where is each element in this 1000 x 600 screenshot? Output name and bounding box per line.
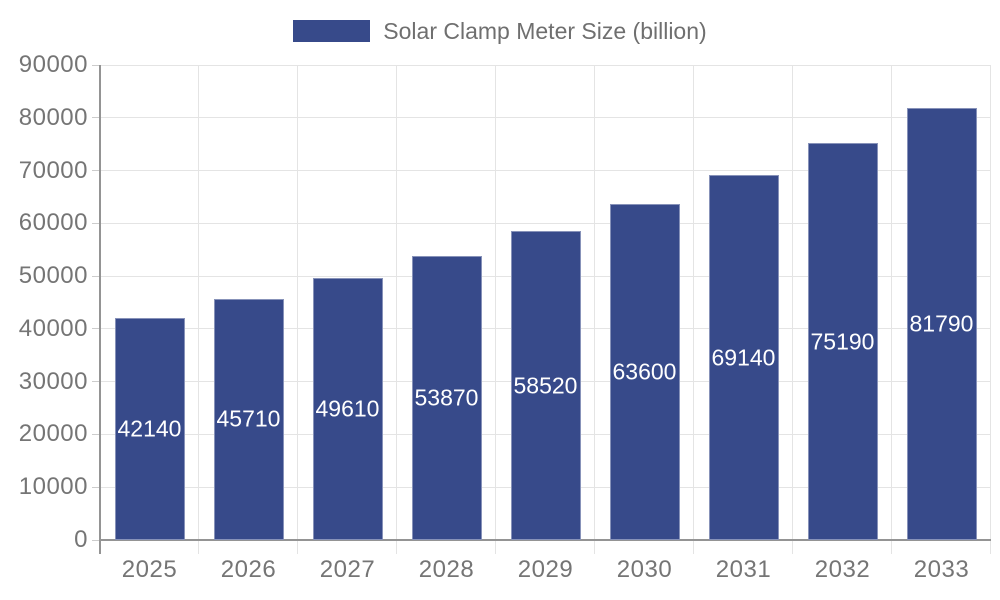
legend-label: Solar Clamp Meter Size (billion) [383, 17, 707, 44]
x-axis-tick [990, 540, 991, 554]
bar: 45710 [213, 298, 284, 540]
y-tick-label: 10000 [18, 473, 88, 501]
bar: 49610 [312, 278, 383, 540]
gridline-horizontal [100, 64, 991, 66]
gridline-vertical [891, 65, 892, 540]
bar-value-label: 58520 [513, 372, 578, 399]
legend-swatch [293, 20, 371, 42]
gridline-vertical [594, 65, 595, 540]
x-tick-label: 2033 [913, 556, 970, 583]
y-tick-label: 90000 [18, 51, 88, 78]
gridline-vertical [198, 65, 199, 540]
bar: 63600 [609, 204, 680, 540]
x-tick-label: 2028 [418, 556, 475, 583]
x-axis-tick [891, 540, 892, 554]
y-tick-label: 30000 [18, 367, 88, 395]
x-tick-label: 2032 [814, 556, 871, 583]
y-axis-tick [92, 275, 100, 277]
y-axis-tick [92, 381, 100, 383]
bar-value-label: 42140 [117, 415, 182, 442]
legend-item[interactable]: Solar Clamp Meter Size (billion) [0, 18, 1000, 44]
bar: 75190 [807, 143, 878, 540]
y-tick-label: 20000 [18, 420, 88, 448]
bar-value-label: 45710 [216, 405, 281, 432]
bar-value-label: 75190 [810, 328, 875, 355]
bar: 69140 [708, 175, 779, 540]
y-axis-tick [92, 222, 100, 224]
y-axis-tick [92, 170, 100, 172]
x-axis-tick [198, 540, 199, 554]
gridline-vertical [693, 65, 694, 540]
bar-value-label: 53870 [414, 384, 479, 411]
x-tick-label: 2027 [319, 556, 376, 583]
x-axis-line [100, 539, 991, 541]
y-tick-label: 70000 [18, 156, 88, 184]
y-tick-label: 50000 [18, 262, 88, 290]
bar: 42140 [114, 317, 185, 540]
gridline-horizontal [100, 170, 991, 172]
x-tick-label: 2030 [616, 556, 673, 583]
gridline-horizontal [100, 222, 991, 224]
y-tick-label: 80000 [18, 103, 88, 131]
x-tick-label: 2026 [220, 556, 277, 583]
bar-value-label: 69140 [711, 344, 776, 371]
bar: 81790 [906, 108, 977, 540]
bar-value-label: 49610 [315, 395, 380, 422]
x-tick-label: 2031 [715, 556, 772, 583]
gridline-horizontal [100, 117, 991, 119]
gridline-vertical [792, 65, 793, 540]
y-tick-label: 0 [74, 526, 88, 553]
y-axis-tick [92, 433, 100, 435]
y-tick-label: 40000 [18, 314, 88, 342]
gridline-vertical [495, 65, 496, 540]
bar: 53870 [411, 255, 482, 540]
y-axis-tick [92, 117, 100, 119]
x-tick-label: 2029 [517, 556, 574, 583]
x-tick-label: 2025 [121, 556, 178, 583]
plot-area: 0 10000 20000 30000 40000 50000 60000 70000 8000… [19, 53, 991, 582]
y-axis-tick [92, 328, 100, 330]
y-axis-tick [92, 486, 100, 488]
x-axis-tick [594, 540, 595, 554]
gridline-vertical [396, 65, 397, 540]
y-tick-label: 60000 [18, 209, 88, 237]
bar-value-label: 63600 [612, 358, 677, 385]
x-axis-tick [297, 540, 298, 554]
y-axis-tick [92, 64, 100, 66]
y-axis-line [99, 65, 101, 554]
x-axis-tick [396, 540, 397, 554]
y-axis-tick [92, 539, 100, 541]
bar: 58520 [510, 231, 581, 540]
gridline-vertical [297, 65, 298, 540]
gridline-vertical [990, 65, 991, 540]
bar-value-label: 81790 [909, 310, 974, 337]
x-axis-tick [693, 540, 694, 554]
x-axis-tick [495, 540, 496, 554]
x-axis-tick [792, 540, 793, 554]
